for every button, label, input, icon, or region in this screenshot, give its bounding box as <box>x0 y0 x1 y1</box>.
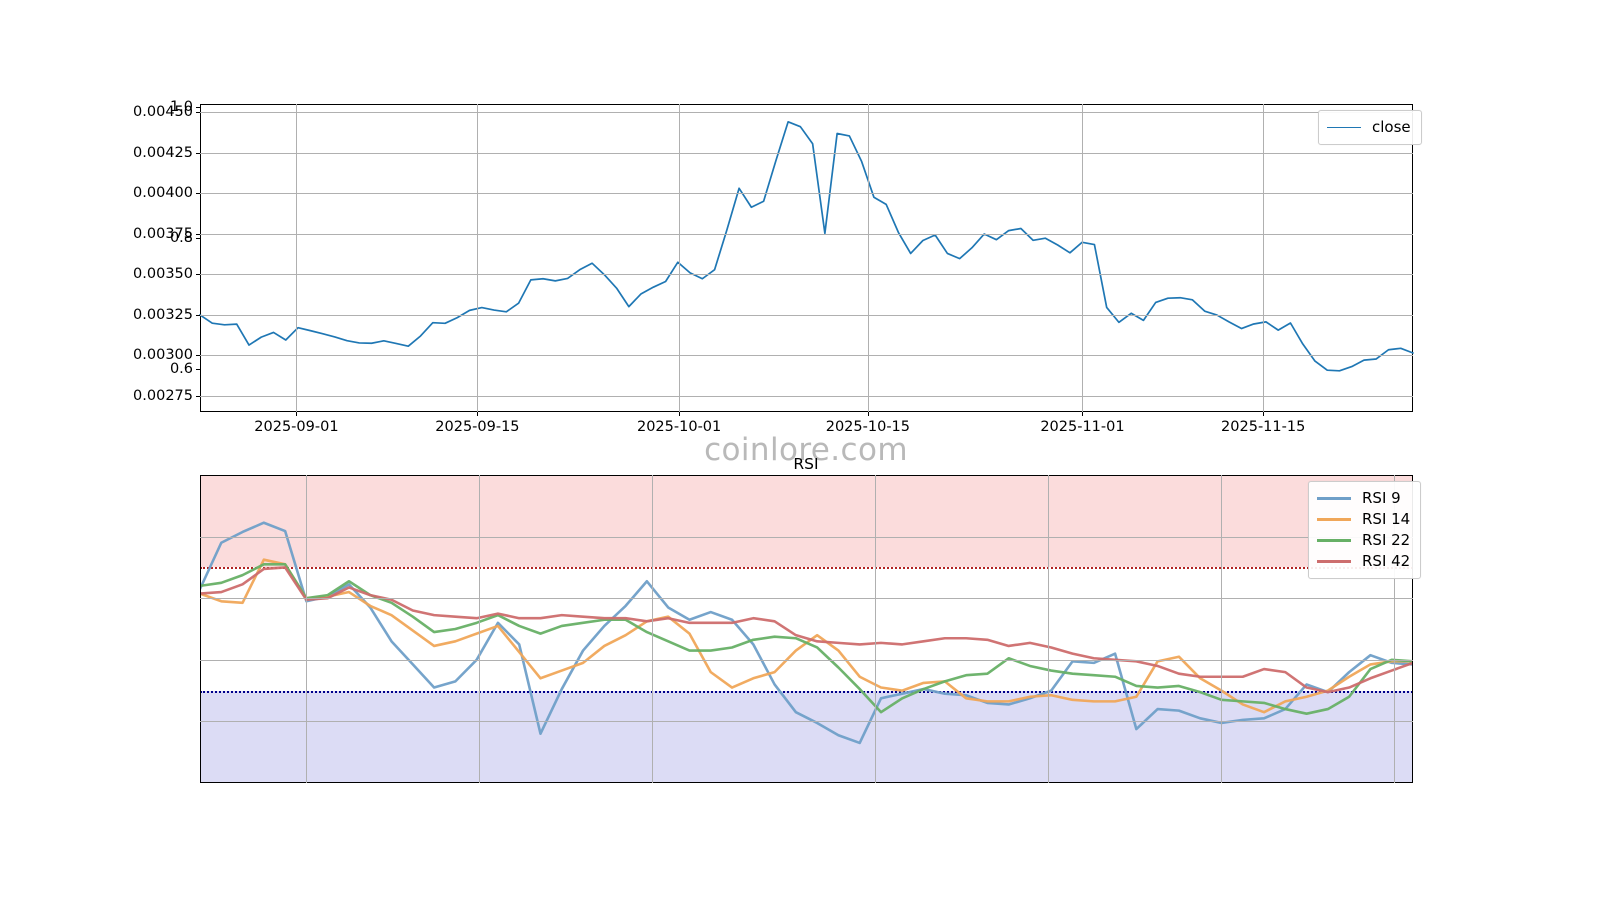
price-y-tick <box>196 395 200 397</box>
legend-line-swatch-rsi-22 <box>1317 539 1351 542</box>
price-y2-tick <box>196 368 200 370</box>
legend-line-swatch-rsi-9 <box>1317 497 1351 500</box>
price-gridline-v <box>296 104 298 412</box>
price-x-tick-label: 2025-11-01 <box>1040 419 1125 435</box>
price-y2-tick <box>196 237 200 239</box>
rsi-legend-row[interactable]: RSI 42 <box>1317 551 1410 572</box>
price-gridline-h <box>200 314 1413 316</box>
price-y-tick <box>196 274 200 276</box>
price-y-tick-label: 0.00375 <box>133 225 193 242</box>
price-gridline-v <box>1082 104 1084 412</box>
price-x-tick <box>477 412 479 416</box>
legend-line-swatch-rsi-14 <box>1317 518 1351 521</box>
oversold-band <box>200 690 1413 783</box>
price-x-tick <box>296 412 298 416</box>
price-gridline-h <box>200 274 1413 276</box>
price-x-tick-label: 2025-11-15 <box>1221 419 1306 435</box>
price-y2-tick-label: 0.8 <box>169 229 193 246</box>
price-x-tick <box>1082 412 1084 416</box>
price-y2-tick-label: 1.0 <box>169 98 193 115</box>
price-x-tick-label: 2025-09-15 <box>435 419 520 435</box>
price-y2-tick <box>196 107 200 109</box>
rsi-legend-label: RSI 42 <box>1362 552 1411 570</box>
price-gridline-h <box>200 395 1413 397</box>
price-y-tick <box>196 355 200 357</box>
price-y-tick <box>196 112 200 114</box>
rsi-gridline-v <box>875 475 877 783</box>
price-gridline-h <box>200 112 1413 114</box>
price-x-tick-label: 2025-09-01 <box>254 419 339 435</box>
price-gridline-v <box>477 104 479 412</box>
price-x-tick-label: 2025-10-01 <box>636 419 722 435</box>
price-x-tick <box>679 412 681 416</box>
price-line-plot <box>199 120 1414 372</box>
price-legend-label: close <box>1372 118 1411 136</box>
price-chart-axes: 0.00275 0.00300 0.00325 0.00350 0.00375 0.004… <box>133 100 1414 434</box>
price-gridline-v <box>679 104 681 412</box>
price-y-tick-label: 0.00275 <box>133 387 193 404</box>
price-y-tick-label: 0.00350 <box>133 265 193 282</box>
rsi-gridline-v <box>305 475 307 783</box>
rsi-gridline-v <box>652 475 654 783</box>
price-y-tick <box>196 233 200 235</box>
rsi-legend-row[interactable]: RSI 14 <box>1317 509 1410 530</box>
rsi-legend-label: RSI 9 <box>1362 489 1401 507</box>
price-y-tick-label: 0.00450 <box>133 103 193 120</box>
legend-line-swatch-close <box>1327 127 1361 128</box>
rsi-gridline-v <box>1393 475 1395 783</box>
price-gridline-h <box>200 355 1413 357</box>
price-gridline-h <box>200 152 1413 154</box>
rsi-gridline-h <box>200 659 1413 661</box>
price-y-tick-label: 0.00425 <box>133 144 193 161</box>
price-y2-tick-label: 0.6 <box>169 360 193 377</box>
price-gridline-v <box>867 104 869 412</box>
rsi-legend-label: RSI 22 <box>1362 531 1411 549</box>
price-y-tick <box>196 193 200 195</box>
overbought-threshold-line <box>200 567 1413 570</box>
rsi-panel-title: RSI <box>793 455 819 473</box>
price-x-tick-label: 2025-10-15 <box>825 419 911 435</box>
rsi-gridline-v <box>1221 475 1223 783</box>
price-x-tick <box>1263 412 1265 416</box>
overbought-band <box>200 475 1413 568</box>
price-gridline-h <box>200 233 1413 235</box>
rsi-gridline-v <box>1048 475 1050 783</box>
price-gridline-h <box>200 193 1413 195</box>
rsi-gridline-h <box>200 536 1413 538</box>
rsi-gridline-h <box>200 598 1413 600</box>
price-y-tick-label: 0.00300 <box>133 347 193 363</box>
price-y-tick <box>196 152 200 154</box>
rsi-gridline-h <box>200 721 1413 723</box>
price-legend[interactable]: close <box>1318 110 1422 145</box>
price-legend-row[interactable]: close <box>1327 117 1411 138</box>
rsi-gridline-v <box>479 475 481 783</box>
rsi-legend-row[interactable]: RSI 22 <box>1317 530 1410 551</box>
price-y-tick-label: 0.00400 <box>133 184 193 201</box>
rsi-legend-label: RSI 14 <box>1362 510 1411 528</box>
rsi-chart-axes: 0204060801000.00.20.42025-10-082025-10-1… <box>200 475 1413 783</box>
price-y-tick-label: 0.00325 <box>133 306 193 323</box>
price-y-tick <box>196 314 200 316</box>
rsi-legend-row[interactable]: RSI 9 <box>1317 488 1410 509</box>
watermark-coinlore: coinlore.com <box>704 432 908 468</box>
price-gridline-v <box>1263 104 1265 412</box>
price-x-tick <box>867 412 869 416</box>
rsi-legend[interactable]: RSI 9 RSI 14 RSI 22 RSI 42 <box>1308 481 1422 579</box>
legend-line-swatch-rsi-42 <box>1317 560 1351 563</box>
oversold-threshold-line <box>200 690 1413 693</box>
rsi-line-plot <box>200 521 1413 745</box>
